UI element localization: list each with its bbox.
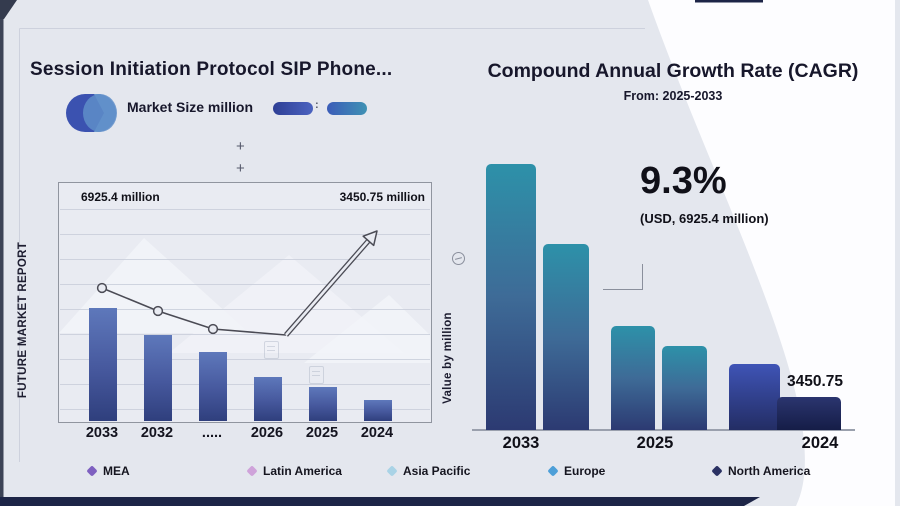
legend-label: Europe [564, 464, 606, 478]
market-size-bar [89, 308, 117, 421]
legend-item: MEA [86, 464, 130, 478]
y-axis-label-left: FUTURE MARKET REPORT [17, 241, 29, 399]
plus-mark-top: + [236, 138, 245, 155]
legend-diamond-icon [547, 465, 559, 477]
legend-diamond-icon [711, 465, 723, 477]
legend-label: Asia Pacific [403, 464, 471, 478]
bar-data-label: 3450.75 [787, 373, 844, 390]
cagr-title: Compound Annual Growth Rate (CAGR) [487, 60, 859, 82]
market-size-chart: 6925.4 million 3450.75 million [58, 182, 432, 423]
clipboard-watermark-icon [309, 366, 324, 384]
cagr-bar [777, 397, 841, 430]
legend-diamond-icon [246, 465, 258, 477]
database-cylinder-icon [66, 94, 117, 132]
market-size-bar [199, 352, 227, 421]
left-bars-layer [59, 183, 431, 422]
x-axis-label: 2025 [636, 434, 674, 452]
market-size-label: Market Size million [127, 99, 254, 115]
cagr-bar [611, 326, 655, 430]
trend-line-arrow [96, 230, 378, 337]
callout-corner-line [603, 264, 643, 290]
x-axis-label: 2033 [85, 425, 119, 441]
annotation-right-value: 3450.75 million [339, 190, 425, 204]
y-axis-label-right: Value by million [442, 312, 454, 404]
market-size-bar [364, 400, 392, 421]
x-axis-label: 2024 [360, 425, 394, 441]
pill-colon: : [315, 99, 319, 111]
annotation-left-value: 6925.4 million [81, 190, 160, 204]
legend-item: Europe [547, 464, 606, 478]
cagr-bar [662, 346, 707, 430]
legend-diamond-icon [386, 465, 398, 477]
x-axis-label: 2033 [502, 434, 540, 452]
cagr-bar [543, 244, 589, 430]
cagr-bar [729, 364, 780, 430]
x-axis-label: 2025 [305, 425, 339, 441]
x-axis-label: 2026 [250, 425, 284, 441]
x-axis-label: ..... [201, 425, 223, 441]
x-axis-label: 2032 [140, 425, 174, 441]
cagr-subtitle: From: 2025-2033 [623, 89, 723, 103]
cagr-bar [486, 164, 536, 430]
legend-diamond-icon [86, 465, 98, 477]
legend-label: North America [728, 464, 811, 478]
legend-label: Latin America [263, 464, 342, 478]
cagr-value: 9.3% [640, 160, 727, 202]
cagr-detail: (USD, 6925.4 million) [640, 211, 769, 226]
market-size-bar [144, 335, 172, 421]
legend-item: Asia Pacific [386, 464, 471, 478]
gradient-pill-left [273, 102, 313, 115]
legend-item: Latin America [246, 464, 342, 478]
page-title: Session Initiation Protocol SIP Phone... [30, 59, 393, 80]
market-size-bar [254, 377, 282, 421]
legend-label: MEA [103, 464, 130, 478]
gradient-pill-right [327, 102, 367, 115]
legend-item: North America [711, 464, 811, 478]
region-legend: MEA Latin America Asia Pacific Europe North … [70, 464, 870, 484]
market-size-bar [309, 387, 337, 421]
clipboard-watermark-icon [264, 341, 279, 359]
plus-mark-bottom: + [236, 160, 245, 177]
minus-circle-icon [452, 252, 465, 265]
x-axis-label: 2024 [801, 434, 839, 452]
